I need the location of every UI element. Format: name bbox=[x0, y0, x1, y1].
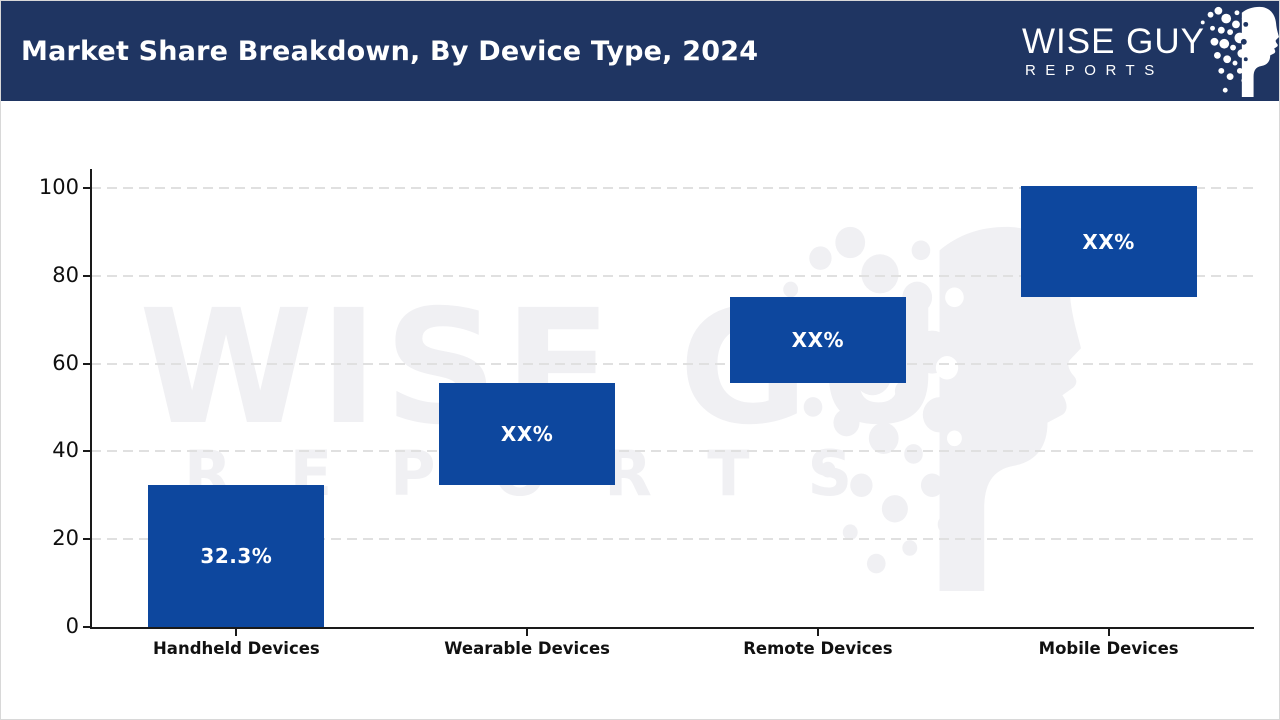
y-tick-mark bbox=[83, 362, 91, 365]
y-tick-label: 80 bbox=[52, 262, 79, 287]
y-tick-label: 100 bbox=[38, 175, 79, 199]
y-tick-label: 0 bbox=[65, 614, 79, 638]
bar-value-label: XX% bbox=[791, 327, 845, 352]
bar-value-label: 32.3% bbox=[200, 544, 273, 569]
logo-wordmark: WISE GUY bbox=[1021, 21, 1205, 61]
watermark-head-dots-graphic bbox=[783, 226, 1081, 591]
x-tick-mark bbox=[1107, 629, 1110, 636]
gridline-100 bbox=[91, 187, 1254, 189]
y-tick-label: 60 bbox=[52, 350, 79, 375]
gridline-60 bbox=[91, 362, 1254, 365]
bar-wearable-devices: XX% bbox=[439, 382, 616, 486]
y-tick-mark bbox=[83, 626, 91, 628]
y-tick-mark bbox=[83, 187, 91, 189]
x-category-label: Wearable Devices bbox=[444, 639, 610, 658]
x-category-label: Mobile Devices bbox=[1038, 639, 1179, 658]
wiseguy-logo: WISE GUY REPORTS bbox=[1022, 1, 1279, 101]
x-category-label: Remote Devices bbox=[743, 639, 893, 658]
x-tick-mark bbox=[816, 629, 819, 636]
wiseguy-logo-text: WISE GUY REPORTS bbox=[1021, 21, 1205, 79]
header-bar: Market Share Breakdown, By Device Type, … bbox=[1, 1, 1279, 101]
gridline-20 bbox=[91, 538, 1254, 541]
bar-value-label: XX% bbox=[1082, 229, 1135, 254]
page-title: Market Share Breakdown, By Device Type, … bbox=[21, 35, 759, 67]
bar-handheld-devices: 32.3% bbox=[148, 485, 325, 627]
y-axis-spine bbox=[90, 169, 92, 629]
y-tick-label: 20 bbox=[52, 526, 79, 551]
x-axis-spine bbox=[90, 627, 1254, 629]
bar-remote-devices: XX% bbox=[729, 296, 906, 383]
wiseguy-head-icon bbox=[1200, 6, 1279, 97]
gridline-40 bbox=[91, 450, 1254, 453]
logo-subtext: REPORTS bbox=[1024, 61, 1164, 79]
x-category-label: Handheld Devices bbox=[153, 639, 320, 658]
bar-value-label: XX% bbox=[500, 422, 554, 447]
y-tick-mark bbox=[83, 450, 91, 453]
y-tick-label: 40 bbox=[52, 438, 79, 463]
bar-mobile-devices: XX% bbox=[1020, 186, 1197, 297]
y-tick-mark bbox=[83, 538, 91, 541]
x-tick-mark bbox=[526, 629, 529, 636]
y-tick-mark bbox=[83, 274, 91, 277]
gridline-80 bbox=[91, 274, 1254, 277]
x-tick-mark bbox=[235, 629, 238, 636]
